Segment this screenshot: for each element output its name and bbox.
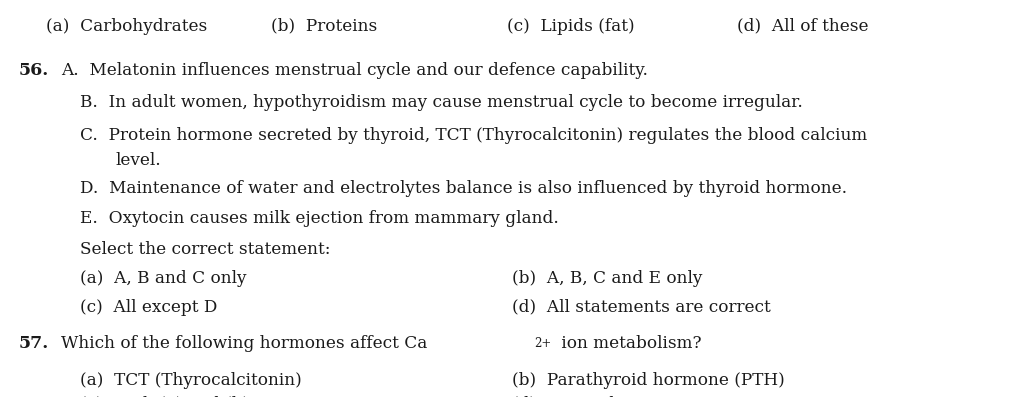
Text: (c)  All except D: (c) All except D: [80, 299, 217, 316]
Text: (b)  A, B, C and E only: (b) A, B, C and E only: [512, 270, 702, 287]
Text: Select the correct statement:: Select the correct statement:: [80, 241, 331, 258]
Text: D.  Maintenance of water and electrolytes balance is also influenced by thyroid : D. Maintenance of water and electrolytes…: [80, 180, 847, 197]
Text: (d)  Cortisol: (d) Cortisol: [512, 395, 614, 397]
Text: Which of the following hormones affect Ca: Which of the following hormones affect C…: [61, 335, 428, 353]
Text: E.  Oxytocin causes milk ejection from mammary gland.: E. Oxytocin causes milk ejection from ma…: [80, 210, 559, 227]
Text: (d)  All of these: (d) All of these: [737, 18, 868, 35]
Text: (c)  Lipids (fat): (c) Lipids (fat): [507, 18, 635, 35]
Text: (a)  A, B and C only: (a) A, B and C only: [80, 270, 247, 287]
Text: (a)  TCT (Thyrocalcitonin): (a) TCT (Thyrocalcitonin): [80, 372, 302, 389]
Text: (a)  Carbohydrates: (a) Carbohydrates: [46, 18, 207, 35]
Text: A.  Melatonin influences menstrual cycle and our defence capability.: A. Melatonin influences menstrual cycle …: [61, 62, 648, 79]
Text: C.  Protein hormone secreted by thyroid, TCT (Thyrocalcitonin) regulates the blo: C. Protein hormone secreted by thyroid, …: [80, 127, 867, 144]
Text: level.: level.: [116, 152, 162, 169]
Text: 57.: 57.: [18, 335, 49, 353]
Text: ion metabolism?: ion metabolism?: [556, 335, 702, 353]
Text: (c)  Both (a) and (b): (c) Both (a) and (b): [80, 395, 249, 397]
Text: B.  In adult women, hypothyroidism may cause menstrual cycle to become irregular: B. In adult women, hypothyroidism may ca…: [80, 94, 803, 111]
Text: (d)  All statements are correct: (d) All statements are correct: [512, 299, 771, 316]
Text: (b)  Parathyroid hormone (PTH): (b) Parathyroid hormone (PTH): [512, 372, 784, 389]
Text: 56.: 56.: [18, 62, 49, 79]
Text: (b)  Proteins: (b) Proteins: [271, 18, 378, 35]
Text: 2+: 2+: [535, 337, 552, 350]
